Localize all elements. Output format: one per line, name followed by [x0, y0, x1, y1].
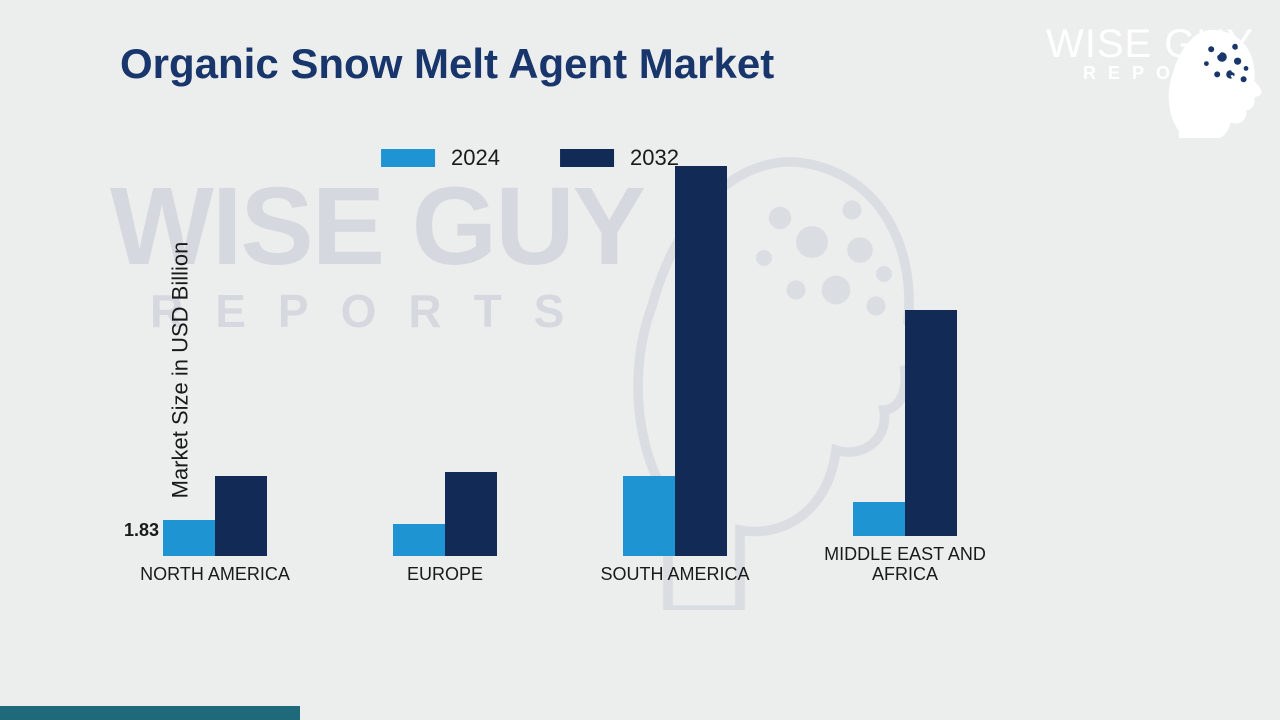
- bar: [623, 476, 675, 556]
- bar: [393, 524, 445, 556]
- brand-text: WISE GUY REPORTS: [1046, 22, 1254, 84]
- bar: [163, 520, 215, 557]
- legend-swatch-2032: [560, 149, 614, 167]
- category-label: MIDDLE EAST AND AFRICA: [820, 544, 990, 585]
- bar: [445, 472, 497, 556]
- canvas: WISE GUY REPORTS WISE GUY REPORTS Organi: [0, 0, 1280, 720]
- bar: [853, 502, 905, 536]
- category-label: EUROPE: [360, 564, 530, 585]
- bar-group: MIDDLE EAST AND AFRICA: [820, 310, 990, 585]
- legend-label-2024: 2024: [451, 145, 500, 171]
- bar-pair: [590, 166, 760, 556]
- category-label: NORTH AMERICA: [130, 564, 300, 585]
- chart-title: Organic Snow Melt Agent Market: [120, 40, 774, 88]
- bar-pair: [130, 476, 300, 556]
- legend-item-2024: 2024: [381, 145, 500, 171]
- value-callout: 1.83: [124, 520, 159, 541]
- bar-pair: [820, 310, 990, 536]
- bar-group: EUROPE: [360, 472, 530, 585]
- y-axis-label: Market Size in USD Billion: [167, 242, 193, 499]
- bar-pair: [360, 472, 530, 556]
- chart-area: Market Size in USD Billion 2024 2032 NOR…: [100, 155, 960, 585]
- bar-group: SOUTH AMERICA: [590, 166, 760, 585]
- bar: [905, 310, 957, 536]
- bottom-accent: [0, 706, 300, 720]
- brand-line1: WISE GUY: [1046, 22, 1254, 67]
- bar: [215, 476, 267, 556]
- legend-swatch-2024: [381, 149, 435, 167]
- bar: [675, 166, 727, 556]
- category-label: SOUTH AMERICA: [590, 564, 760, 585]
